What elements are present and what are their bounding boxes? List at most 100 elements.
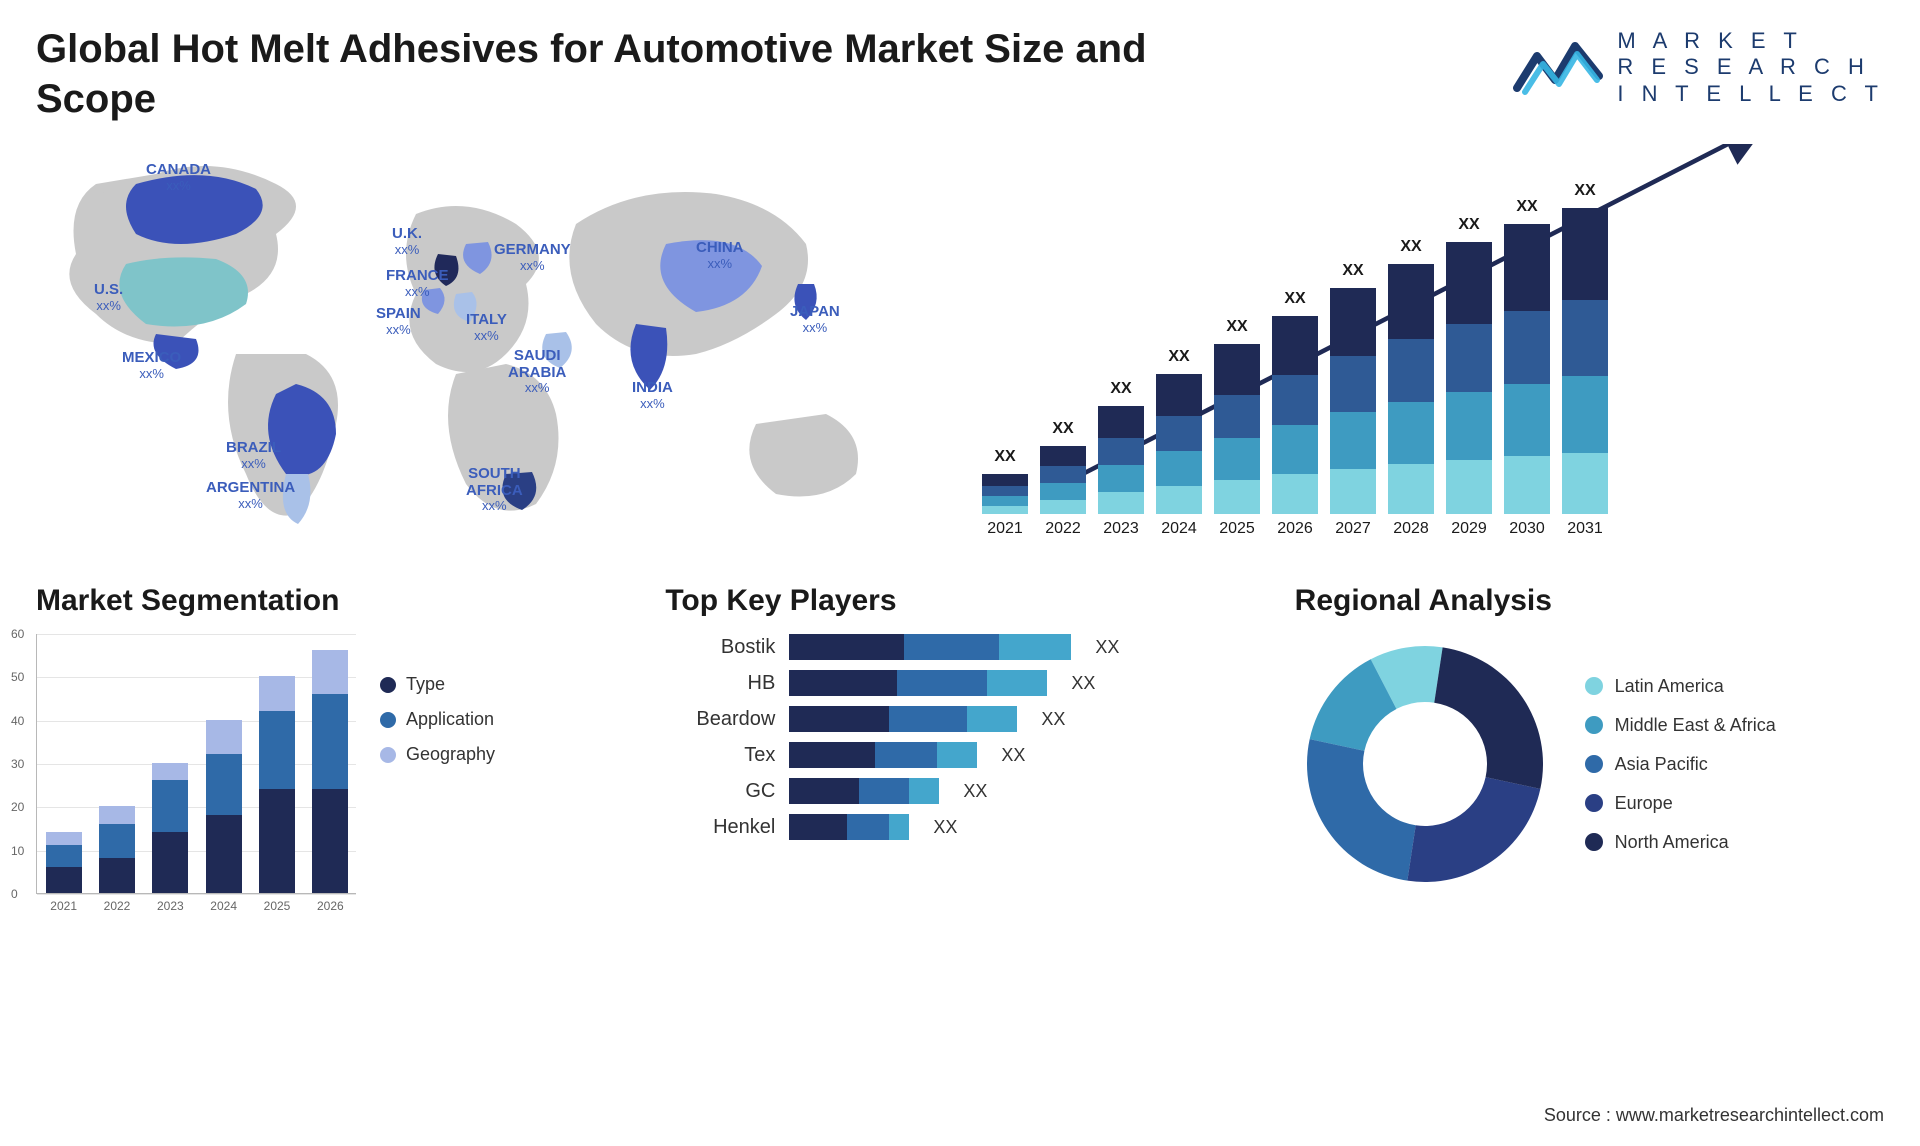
logo-line-2: R E S E A R C H [1617,54,1884,80]
key-player-value: XX [1095,637,1119,658]
segmentation-legend: Type Application Geography [380,634,495,765]
map-country-label: U.S.xx% [94,282,123,313]
map-country-label: SPAINxx% [376,306,421,337]
y-tick-label: 50 [11,670,24,684]
forecast-bar: XX2026 [1272,316,1318,514]
segmentation-year-label: 2024 [206,899,242,913]
key-player-value: XX [963,781,987,802]
key-player-value: XX [1001,745,1025,766]
key-player-name: Henkel [665,816,775,839]
logo-line-3: I N T E L L E C T [1617,81,1884,107]
legend-item: Europe [1585,793,1776,814]
legend-item: Latin America [1585,676,1776,697]
segmentation-bar: 2026 [312,650,348,893]
world-map-chart: CANADAxx% U.S.xx% MEXICOxx% BRAZILxx% ARGENT… [36,144,936,544]
forecast-bar-value: XX [1040,420,1086,438]
forecast-year-label: 2030 [1504,520,1550,538]
map-country-label: JAPANxx% [790,304,840,335]
brand-logo: M A R K E T R E S E A R C H I N T E L L … [1513,24,1884,107]
legend-item: Asia Pacific [1585,754,1776,775]
legend-item: North America [1585,832,1776,853]
key-player-name: HB [665,672,775,695]
map-country-label: CHINAxx% [696,240,744,271]
forecast-bar-value: XX [1272,290,1318,308]
key-player-name: Tex [665,744,775,767]
segmentation-bar: 2023 [152,763,188,893]
forecast-year-label: 2031 [1562,520,1608,538]
segmentation-bar: 2024 [206,720,242,893]
segmentation-chart: 0102030405060202120222023202420252026 [36,634,356,894]
forecast-year-label: 2023 [1098,520,1144,538]
map-country-label: GERMANYxx% [494,242,571,273]
map-country-label: ITALYxx% [466,312,507,343]
y-tick-label: 60 [11,627,24,641]
key-player-row: HB XX [665,670,1254,696]
key-players-panel: Top Key Players BostikXXHBXXBeardowXXTex… [665,584,1254,894]
segmentation-year-label: 2023 [152,899,188,913]
key-player-row: Bostik XX [665,634,1254,660]
legend-item: Middle East & Africa [1585,715,1776,736]
y-tick-label: 10 [11,844,24,858]
logo-line-1: M A R K E T [1617,28,1884,54]
y-tick-label: 20 [11,800,24,814]
forecast-bar-value: XX [1504,198,1550,216]
key-players-title: Top Key Players [665,584,1254,618]
source-text: Source : www.marketresearchintellect.com [1544,1105,1884,1126]
map-country-label: FRANCExx% [386,268,449,299]
forecast-bar-value: XX [1388,238,1434,256]
forecast-bar-value: XX [1446,216,1492,234]
forecast-year-label: 2024 [1156,520,1202,538]
legend-item: Application [380,709,495,730]
forecast-bar: XX2025 [1214,344,1260,514]
key-player-name: GC [665,780,775,803]
forecast-bar-value: XX [1156,348,1202,366]
forecast-year-label: 2028 [1388,520,1434,538]
map-country-label: ARGENTINAxx% [206,480,295,511]
map-country-label: SOUTHAFRICAxx% [466,466,523,513]
key-player-name: Beardow [665,708,775,731]
legend-item: Geography [380,744,495,765]
map-country-label: SAUDIARABIAxx% [508,348,566,395]
forecast-bar: XX2022 [1040,446,1086,514]
forecast-bar: XX2021 [982,474,1028,514]
forecast-bar: XX2031 [1562,208,1608,514]
forecast-bar: XX2029 [1446,242,1492,514]
key-player-value: XX [1071,673,1095,694]
y-tick-label: 30 [11,757,24,771]
segmentation-bar: 2025 [259,676,295,893]
page-title: Global Hot Melt Adhesives for Automotive… [36,24,1236,124]
segmentation-year-label: 2022 [99,899,135,913]
forecast-bar: XX2027 [1330,288,1376,514]
key-player-row: Tex XX [665,742,1254,768]
map-country-label: CANADAxx% [146,162,211,193]
forecast-bar-value: XX [982,448,1028,466]
segmentation-year-label: 2026 [312,899,348,913]
legend-item: Type [380,674,495,695]
map-country-label: BRAZILxx% [226,440,281,471]
map-country-label: MEXICOxx% [122,350,181,381]
key-player-row: GC XX [665,778,1254,804]
key-player-name: Bostik [665,636,775,659]
key-player-row: Beardow XX [665,706,1254,732]
segmentation-bar: 2021 [46,832,82,893]
segmentation-year-label: 2025 [259,899,295,913]
forecast-year-label: 2025 [1214,520,1260,538]
forecast-year-label: 2029 [1446,520,1492,538]
segmentation-year-label: 2021 [46,899,82,913]
forecast-bar: XX2023 [1098,406,1144,514]
y-tick-label: 40 [11,714,24,728]
forecast-year-label: 2026 [1272,520,1318,538]
y-tick-label: 0 [11,887,18,901]
key-players-chart: BostikXXHBXXBeardowXXTexXXGCXXHenkelXX [665,634,1254,840]
forecast-bar-value: XX [1330,262,1376,280]
logo-icon [1513,36,1603,100]
forecast-year-label: 2022 [1040,520,1086,538]
regional-donut-chart [1295,634,1555,894]
forecast-bar: XX2030 [1504,224,1550,514]
key-player-value: XX [1041,709,1065,730]
segmentation-bar: 2022 [99,806,135,893]
forecast-bar-value: XX [1098,380,1144,398]
segmentation-title: Market Segmentation [36,584,625,618]
forecast-bar: XX2024 [1156,374,1202,514]
map-country-label: INDIAxx% [632,380,673,411]
